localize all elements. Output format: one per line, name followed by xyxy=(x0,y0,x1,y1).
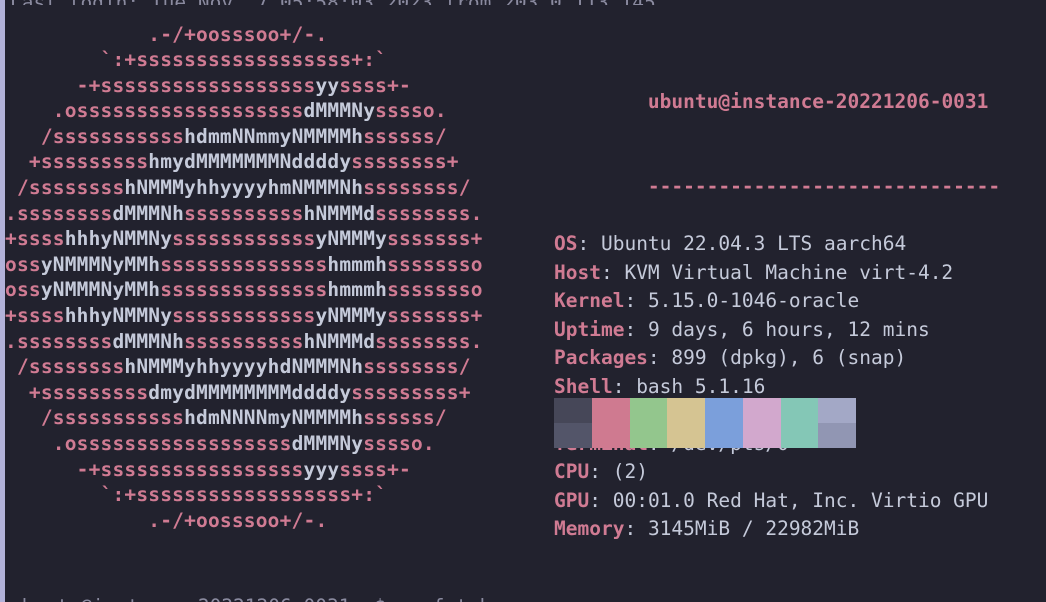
neofetch-info-separator: : xyxy=(589,460,613,483)
ascii-logo-line: ossyNMMMNyMMhsssssssssssssshmmmhssssssso xyxy=(5,252,483,276)
login-message-line: Last login: Tue Nov 7 05:58:03 2023 from… xyxy=(10,0,656,5)
neofetch-info-separator: : xyxy=(624,517,648,540)
neofetch-info-key: OS xyxy=(554,232,578,255)
palette-swatch xyxy=(780,423,819,448)
neofetch-hostname: instance-20221206-0031 xyxy=(730,89,989,113)
palette-swatch xyxy=(742,398,781,423)
palette-swatch xyxy=(554,398,592,423)
ascii-logo-line: /ssssssssssshdmNNNNmyNMMMMhssssss/ xyxy=(5,406,447,430)
palette-row-normal xyxy=(554,398,856,423)
ascii-logo-line: `:+ssssssssssssssssss+:` xyxy=(5,483,388,507)
ascii-logo-line: /sssssssshNMMMyhhyyyyhmNMMMNhssssssss/ xyxy=(5,176,471,200)
palette-swatch xyxy=(591,423,630,448)
neofetch-at-separator: @ xyxy=(718,89,731,113)
neofetch-info-key: Host xyxy=(554,260,601,284)
neofetch-info-row: CPU: (2) xyxy=(554,458,1000,487)
palette-swatch xyxy=(629,398,668,423)
neofetch-info-separator: : xyxy=(612,374,637,398)
palette-swatch xyxy=(818,423,856,448)
palette-swatch xyxy=(591,398,630,423)
palette-swatch xyxy=(705,398,743,423)
neofetch-rule-text: ------------------------------ xyxy=(647,175,1001,198)
neofetch-info-row: OS: Ubuntu 22.04.3 LTS aarch64 xyxy=(554,230,1000,259)
palette-swatch xyxy=(629,423,668,448)
neofetch-info-separator: : xyxy=(624,289,648,312)
neofetch-user: ubuntu xyxy=(647,89,719,113)
neofetch-info-value: 9 days, 6 hours, 12 mins xyxy=(647,317,930,341)
neofetch-info-rows: OS: Ubuntu 22.04.3 LTS aarch64 Host: KVM … xyxy=(554,230,1000,544)
neofetch-info-key: Uptime xyxy=(554,317,625,341)
ascii-logo-line: +sssshhhyNMMNyssssssssssssyNMMMysssssss+ xyxy=(5,227,483,251)
neofetch-info-separator: : xyxy=(577,232,601,255)
ascii-logo-line: .ssssssssdMMMNhsssssssssshNMMMdssssssss. xyxy=(5,329,483,353)
palette-swatch xyxy=(667,423,705,448)
ascii-logo-line: +ssssssssshmydMMMMMMMNddddyssssssss+ xyxy=(5,150,459,174)
ascii-logo-line: +sssshhhyNMMNyssssssssssssyNMMMysssssss+ xyxy=(5,304,483,328)
neofetch-info-value: bash 5.1.16 xyxy=(636,374,766,398)
ascii-logo-line: /sssssssshNMMMyhhyyyyhdNMMMNhssssssss/ xyxy=(5,355,471,379)
neofetch-info-separator: : xyxy=(589,488,613,512)
neofetch-info-row: Shell: bash 5.1.16 xyxy=(554,373,1000,402)
neofetch-info-key: CPU xyxy=(554,460,590,483)
shell-prompt-line[interactable]: ubuntu@instance-20221206-0031:~$ neofetc… xyxy=(10,595,491,602)
neofetch-info-separator: : xyxy=(647,346,672,369)
ascii-logo-line: -+sssssssssssssssssyyyssss+- xyxy=(5,457,411,481)
ascii-logo-line: ossyNMMMNyMMhsssssssssssssshmmmhssssssso xyxy=(5,278,483,302)
neofetch-info-value: (2) xyxy=(612,460,648,483)
neofetch-info-key: Shell xyxy=(554,374,613,398)
neofetch-info-row: Uptime: 9 days, 6 hours, 12 mins xyxy=(554,316,1000,345)
neofetch-info-key: Memory xyxy=(554,517,625,540)
palette-swatch xyxy=(554,423,592,448)
neofetch-info-block: ubuntu@instance-20221206-0031 ----------… xyxy=(554,2,1000,601)
ascii-logo-line: .ssssssssdMMMNhsssssssssshNMMMdssssssss. xyxy=(5,201,483,225)
neofetch-info-row: Kernel: 5.15.0-1046-oracle xyxy=(554,287,1000,316)
palette-row-bright xyxy=(554,423,856,448)
neofetch-rule: ------------------------------ xyxy=(554,145,1000,198)
ascii-logo-line: -+ssssssssssssssssssyyssss+- xyxy=(5,73,411,97)
palette-swatch xyxy=(742,423,781,448)
neofetch-info-key: GPU xyxy=(554,488,590,512)
neofetch-info-value: Ubuntu 22.04.3 LTS aarch64 xyxy=(600,232,907,255)
neofetch-info-value: KVM Virtual Machine virt-4.2 xyxy=(624,260,954,284)
ascii-logo-line: .-/+oosssoo+/-. xyxy=(5,508,328,532)
palette-swatch xyxy=(667,398,705,423)
terminal-content: Last login: Tue Nov 7 05:58:03 2023 from… xyxy=(5,0,1046,602)
neofetch-info-key: Packages xyxy=(554,346,648,369)
neofetch-info-key: Kernel xyxy=(554,289,625,312)
palette-swatch xyxy=(780,398,819,423)
scrollbar[interactable] xyxy=(0,0,5,602)
ascii-logo-line: .osssssssssssssssssssdMMMNysssso. xyxy=(5,99,447,123)
neofetch-color-palette xyxy=(554,398,856,448)
neofetch-info-row: Packages: 899 (dpkg), 6 (snap) xyxy=(554,344,1000,373)
neofetch-info-value: 3145MiB / 22982MiB xyxy=(647,517,860,540)
neofetch-info-separator: : xyxy=(624,317,648,341)
neofetch-info-value: 5.15.0-1046-oracle xyxy=(647,289,860,312)
neofetch-info-row: GPU: 00:01.0 Red Hat, Inc. Virtio GPU xyxy=(554,487,1000,516)
neofetch-title-line: ubuntu@instance-20221206-0031 xyxy=(554,59,1000,113)
ascii-logo-line: .-/+oosssoo+/-. xyxy=(5,22,328,46)
ascii-logo-line: .ossssssssssssssssssdMMMNysssso. xyxy=(5,432,435,455)
ascii-logo-line: +sssssssssdmydMMMMMMMMddddysssssssss+ xyxy=(5,380,471,404)
ascii-logo-line: /ssssssssssshdmmNNmmyNMMMMhssssss/ xyxy=(5,124,447,148)
neofetch-info-separator: : xyxy=(600,260,625,284)
ascii-logo-line: `:+ssssssssssssssssss+:` xyxy=(5,48,388,72)
palette-swatch xyxy=(818,398,856,423)
neofetch-info-value: 899 (dpkg), 6 (snap) xyxy=(671,346,907,369)
neofetch-info-row: Host: KVM Virtual Machine virt-4.2 xyxy=(554,259,1000,288)
ubuntu-ascii-logo: .-/+oosssoo+/-. `:+ssssssssssssssssss+:`… xyxy=(5,22,483,534)
neofetch-info-value: 00:01.0 Red Hat, Inc. Virtio GPU xyxy=(612,488,989,512)
palette-swatch xyxy=(705,423,743,448)
neofetch-info-row: Memory: 3145MiB / 22982MiB xyxy=(554,515,1000,544)
